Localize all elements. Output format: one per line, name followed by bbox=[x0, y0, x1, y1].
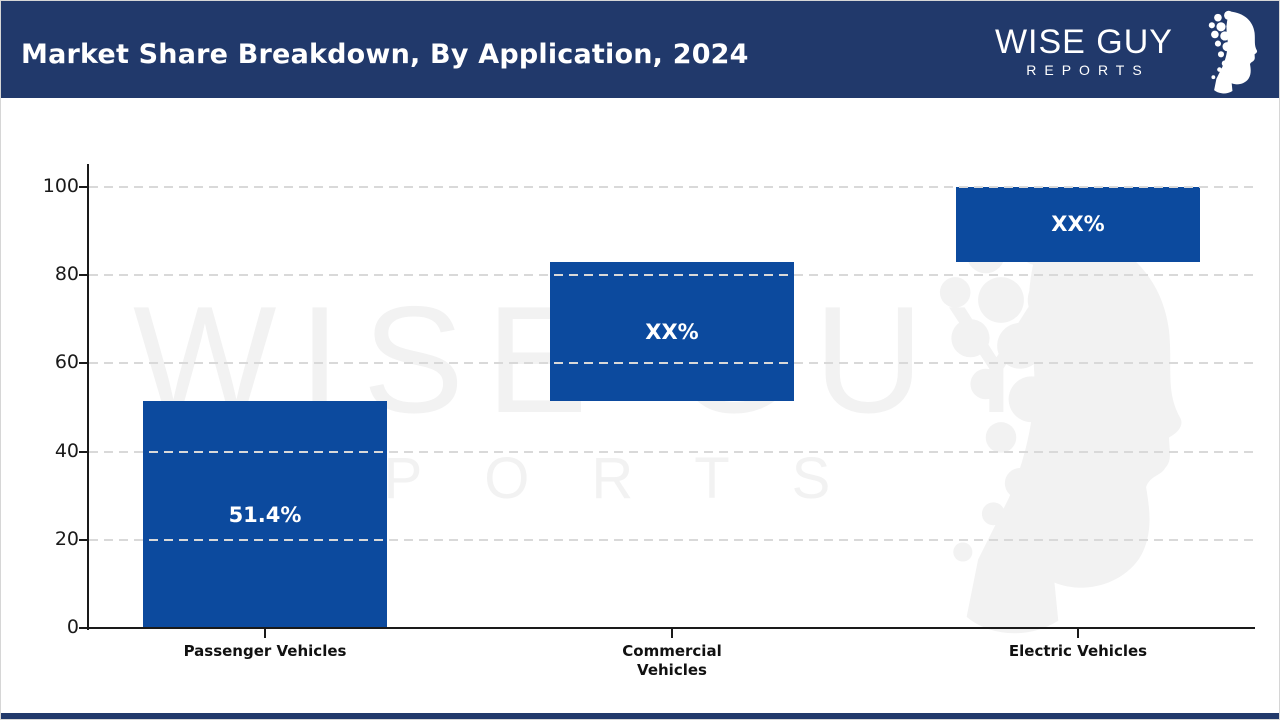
header-bar: Market Share Breakdown, By Application, … bbox=[1, 1, 1279, 98]
gridline-80 bbox=[89, 274, 1253, 277]
y-tick-mark bbox=[79, 362, 88, 365]
x-tick-mark bbox=[1077, 629, 1079, 638]
y-tick-label: 100 bbox=[42, 175, 79, 197]
bar-electric-vehicles: XX% bbox=[956, 187, 1200, 262]
page-title: Market Share Breakdown, By Application, … bbox=[21, 39, 749, 70]
y-tick-label: 60 bbox=[54, 351, 79, 374]
footer-bar bbox=[1, 713, 1279, 719]
logo-head-icon bbox=[1208, 10, 1258, 93]
logo-reports-text: REPORTS bbox=[1026, 62, 1150, 78]
bar-passenger-vehicles: 51.4% bbox=[143, 401, 387, 628]
x-axis-line bbox=[87, 627, 1255, 629]
bar-value-label: XX% bbox=[1051, 212, 1105, 237]
x-category-label: Passenger Vehicles bbox=[183, 642, 347, 660]
bar-value-label: XX% bbox=[645, 319, 699, 344]
x-category-label: Electric Vehicles bbox=[1008, 642, 1148, 660]
gridline-100 bbox=[89, 186, 1253, 188]
bar-value-label: 51.4% bbox=[228, 502, 302, 527]
x-category-label: Commercial Vehicles bbox=[622, 642, 722, 679]
gridline-60 bbox=[89, 362, 1253, 365]
watermark-head-graphic bbox=[939, 219, 1182, 634]
y-tick-mark bbox=[79, 538, 88, 541]
y-tick-label: 0 bbox=[66, 616, 79, 638]
y-tick-mark bbox=[79, 186, 88, 188]
y-tick-label: 80 bbox=[54, 263, 79, 286]
y-axis-line bbox=[87, 164, 89, 630]
x-tick-mark bbox=[671, 629, 673, 638]
logo-wordmark: WISE GUY REPORTS bbox=[995, 25, 1173, 78]
y-tick-mark bbox=[79, 274, 88, 277]
bar-commercial-vehicles: XX% bbox=[550, 261, 794, 402]
y-tick-label: 20 bbox=[54, 527, 79, 550]
gridline-20 bbox=[89, 538, 1253, 541]
brand-logo: WISE GUY REPORTS bbox=[995, 6, 1263, 94]
y-tick-mark bbox=[79, 450, 88, 453]
x-tick-mark bbox=[264, 629, 266, 638]
y-tick-label: 40 bbox=[54, 439, 79, 462]
logo-wordmark-text: WISE GUY bbox=[994, 23, 1173, 61]
gridline-40 bbox=[89, 450, 1253, 453]
y-tick-mark bbox=[79, 627, 88, 629]
